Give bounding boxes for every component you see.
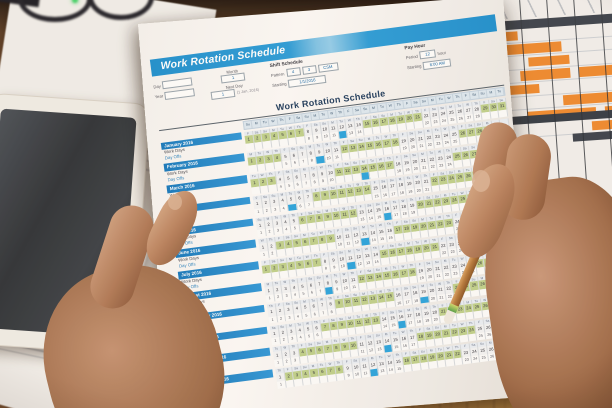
pay-starting-field: 8:00 AM bbox=[422, 57, 452, 70]
form-col-month: Month 1 Next Day 1 (1 Jan, 2016) bbox=[208, 65, 261, 108]
weekday-header-cell: Tu bbox=[495, 87, 505, 96]
pattern-on-field: 4 bbox=[285, 67, 301, 77]
csm-field: CSM bbox=[317, 62, 339, 73]
gantt-bar bbox=[528, 54, 570, 67]
off-day-cell bbox=[498, 109, 509, 118]
right-thumb-nail bbox=[472, 170, 490, 192]
form-col-day-year: Day Year bbox=[152, 72, 206, 115]
pattern-label: Pattern bbox=[270, 70, 285, 78]
period-unit: hour bbox=[437, 49, 447, 56]
pay-starting-label: Starting bbox=[406, 63, 422, 71]
pattern-off-field: 3 bbox=[301, 65, 317, 75]
right-hand bbox=[442, 118, 612, 408]
year-field bbox=[164, 87, 196, 100]
next-day-note: (1 Jan, 2016) bbox=[236, 87, 260, 95]
period-label: Period bbox=[405, 53, 419, 60]
shift-starting-label: Starting bbox=[271, 81, 287, 88]
green-led-dot bbox=[72, 0, 78, 3]
left-thumb-nail bbox=[168, 194, 182, 210]
year-label: Year bbox=[154, 93, 164, 100]
shift-starting-field: 1/1/2016 bbox=[288, 74, 327, 88]
gantt-bar bbox=[578, 64, 612, 77]
day-label: Day bbox=[153, 83, 162, 89]
period-field: 12 bbox=[419, 49, 437, 60]
left-hand bbox=[24, 182, 244, 408]
next-day-field: 1 bbox=[210, 88, 236, 100]
gantt-bar bbox=[520, 67, 571, 81]
eyeglasses-lens bbox=[18, 0, 92, 22]
eyeglasses bbox=[0, 0, 154, 28]
